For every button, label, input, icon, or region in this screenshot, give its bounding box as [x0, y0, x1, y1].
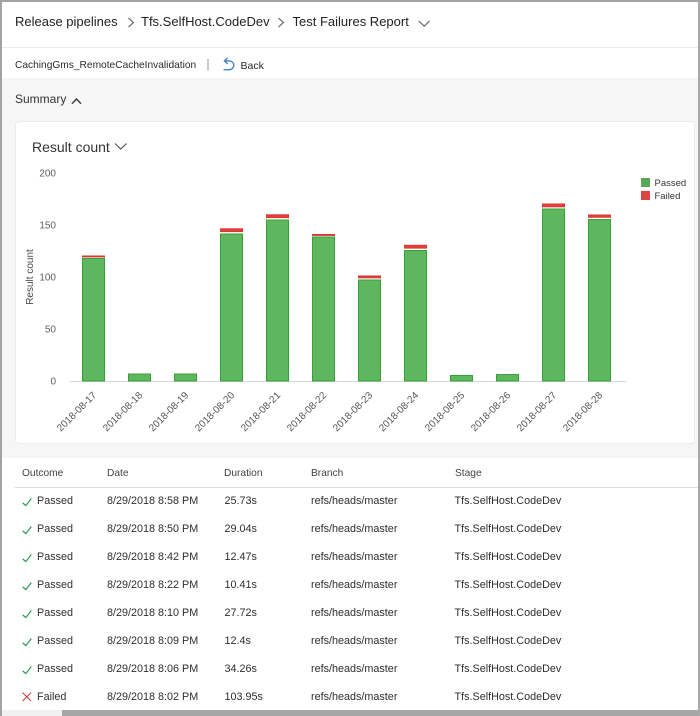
svg-text:200: 200	[39, 169, 56, 180]
svg-text:2018-08-25: 2018-08-25	[423, 390, 467, 434]
svg-text:150: 150	[39, 221, 56, 232]
svg-text:2018-08-28: 2018-08-28	[561, 390, 605, 434]
svg-text:Result count: Result count	[32, 139, 110, 155]
svg-text:2018-08-27: 2018-08-27	[515, 390, 559, 434]
svg-text:2018-08-26: 2018-08-26	[469, 390, 513, 434]
svg-text:100: 100	[39, 273, 56, 284]
svg-text:Result count: Result count	[25, 249, 36, 305]
svg-text:2018-08-23: 2018-08-23	[331, 390, 375, 434]
svg-text:0: 0	[50, 377, 56, 388]
svg-text:2018-08-22: 2018-08-22	[285, 390, 329, 434]
svg-text:2018-08-24: 2018-08-24	[377, 390, 421, 434]
svg-text:2018-08-20: 2018-08-20	[193, 390, 237, 434]
svg-text:2018-08-21: 2018-08-21	[239, 390, 283, 434]
svg-text:50: 50	[45, 325, 57, 336]
svg-text:Failed: Failed	[655, 191, 681, 202]
svg-text:2018-08-19: 2018-08-19	[147, 390, 191, 434]
svg-text:Passed: Passed	[655, 178, 687, 189]
svg-text:2018-08-18: 2018-08-18	[101, 390, 145, 434]
svg-text:2018-08-17: 2018-08-17	[55, 390, 99, 434]
